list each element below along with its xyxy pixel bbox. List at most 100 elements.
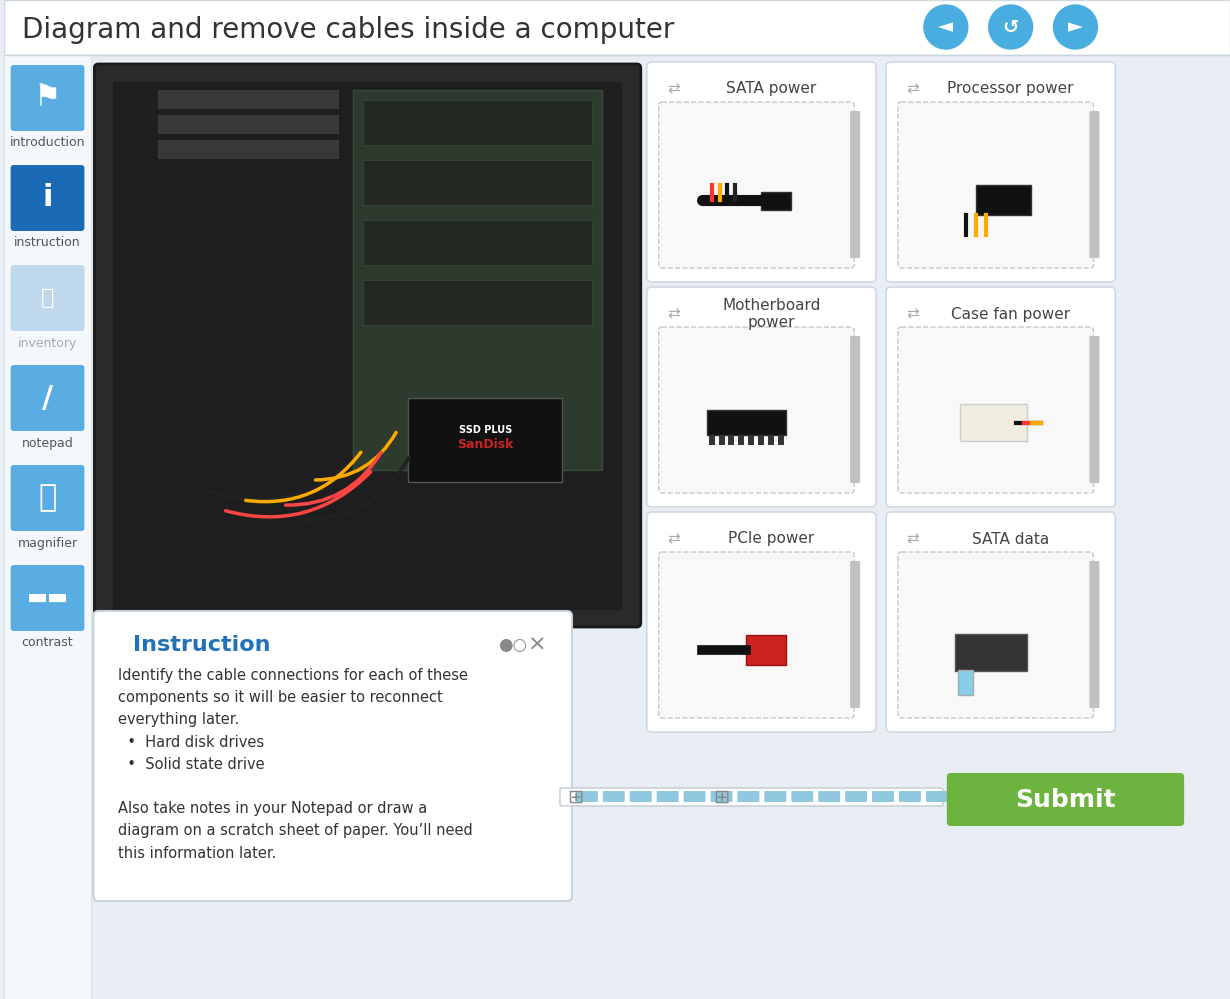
FancyBboxPatch shape	[954, 634, 1027, 671]
FancyBboxPatch shape	[647, 62, 876, 282]
Text: magnifier: magnifier	[17, 536, 77, 549]
Text: i: i	[42, 184, 53, 213]
Text: ⇄: ⇄	[907, 531, 919, 546]
Text: ↺: ↺	[1002, 18, 1018, 37]
FancyBboxPatch shape	[353, 90, 601, 470]
FancyBboxPatch shape	[708, 435, 715, 445]
Text: inventory: inventory	[17, 337, 77, 350]
Text: : 	[41, 288, 54, 308]
FancyBboxPatch shape	[1090, 111, 1100, 258]
FancyBboxPatch shape	[947, 773, 1184, 826]
FancyBboxPatch shape	[363, 220, 592, 265]
Text: ⇄: ⇄	[907, 307, 919, 322]
FancyBboxPatch shape	[408, 398, 562, 482]
FancyBboxPatch shape	[886, 62, 1116, 282]
Text: ▬▬: ▬▬	[27, 588, 69, 608]
Text: Processor power: Processor power	[947, 82, 1074, 97]
FancyBboxPatch shape	[11, 265, 85, 331]
FancyBboxPatch shape	[576, 791, 598, 802]
FancyBboxPatch shape	[728, 435, 734, 445]
Text: ⊞: ⊞	[567, 787, 583, 806]
Text: ⇄: ⇄	[907, 82, 919, 97]
Text: ⇄: ⇄	[668, 531, 680, 546]
FancyBboxPatch shape	[898, 102, 1093, 268]
FancyBboxPatch shape	[764, 791, 786, 802]
FancyBboxPatch shape	[11, 465, 85, 531]
FancyBboxPatch shape	[363, 160, 592, 205]
Text: PCIe power: PCIe power	[728, 531, 814, 546]
FancyBboxPatch shape	[706, 410, 786, 435]
FancyBboxPatch shape	[647, 287, 876, 507]
FancyBboxPatch shape	[603, 791, 625, 802]
Text: ►: ►	[1068, 18, 1082, 37]
FancyBboxPatch shape	[11, 365, 85, 431]
FancyBboxPatch shape	[159, 90, 338, 108]
FancyBboxPatch shape	[748, 435, 754, 445]
FancyBboxPatch shape	[560, 788, 943, 806]
FancyBboxPatch shape	[93, 611, 572, 901]
FancyBboxPatch shape	[684, 791, 706, 802]
FancyBboxPatch shape	[4, 55, 91, 999]
Text: SSD PLUS: SSD PLUS	[459, 425, 512, 435]
FancyBboxPatch shape	[4, 0, 1230, 55]
Text: Instruction: Instruction	[133, 635, 271, 655]
Circle shape	[989, 5, 1033, 49]
FancyBboxPatch shape	[886, 287, 1116, 507]
FancyBboxPatch shape	[761, 192, 791, 210]
FancyBboxPatch shape	[659, 102, 854, 268]
Text: Case fan power: Case fan power	[951, 307, 1070, 322]
Text: SATA data: SATA data	[972, 531, 1049, 546]
Text: ⊞: ⊞	[713, 787, 729, 806]
FancyBboxPatch shape	[769, 435, 775, 445]
FancyBboxPatch shape	[1090, 561, 1100, 708]
Text: ⌕: ⌕	[38, 484, 57, 512]
FancyBboxPatch shape	[738, 791, 759, 802]
Text: contrast: contrast	[22, 636, 74, 649]
FancyBboxPatch shape	[958, 670, 973, 695]
Text: ⇄: ⇄	[668, 307, 680, 322]
FancyBboxPatch shape	[11, 65, 85, 131]
FancyBboxPatch shape	[850, 561, 860, 708]
FancyBboxPatch shape	[718, 435, 724, 445]
FancyBboxPatch shape	[11, 165, 85, 231]
Text: ●○: ●○	[498, 636, 526, 654]
FancyBboxPatch shape	[711, 791, 733, 802]
Circle shape	[1054, 5, 1097, 49]
FancyBboxPatch shape	[657, 791, 679, 802]
FancyBboxPatch shape	[975, 185, 1031, 215]
FancyBboxPatch shape	[926, 791, 948, 802]
FancyBboxPatch shape	[850, 111, 860, 258]
FancyBboxPatch shape	[818, 791, 840, 802]
Circle shape	[924, 5, 968, 49]
Text: ⚑: ⚑	[34, 84, 62, 113]
FancyBboxPatch shape	[363, 100, 592, 145]
Text: Diagram and remove cables inside a computer: Diagram and remove cables inside a compu…	[22, 16, 674, 44]
FancyBboxPatch shape	[886, 512, 1116, 732]
FancyBboxPatch shape	[898, 327, 1093, 493]
FancyBboxPatch shape	[659, 552, 854, 718]
Text: introduction: introduction	[10, 137, 85, 150]
FancyBboxPatch shape	[759, 435, 764, 445]
FancyBboxPatch shape	[159, 115, 338, 133]
Text: SanDisk: SanDisk	[458, 439, 513, 452]
FancyBboxPatch shape	[850, 336, 860, 483]
FancyBboxPatch shape	[845, 791, 867, 802]
FancyBboxPatch shape	[899, 791, 921, 802]
FancyBboxPatch shape	[747, 635, 786, 665]
FancyBboxPatch shape	[898, 552, 1093, 718]
FancyBboxPatch shape	[113, 82, 622, 610]
FancyBboxPatch shape	[363, 280, 592, 325]
FancyBboxPatch shape	[647, 512, 876, 732]
Text: SATA power: SATA power	[726, 82, 817, 97]
FancyBboxPatch shape	[779, 435, 785, 445]
Text: Submit: Submit	[1015, 788, 1116, 812]
FancyBboxPatch shape	[159, 140, 338, 158]
FancyBboxPatch shape	[791, 791, 813, 802]
Text: notepad: notepad	[22, 437, 74, 450]
Text: Identify the cable connections for each of these
components so it will be easier: Identify the cable connections for each …	[118, 668, 474, 860]
FancyBboxPatch shape	[1090, 336, 1100, 483]
FancyBboxPatch shape	[959, 404, 1027, 441]
FancyBboxPatch shape	[95, 64, 641, 627]
Text: instruction: instruction	[15, 237, 81, 250]
Text: ×: ×	[528, 635, 546, 655]
